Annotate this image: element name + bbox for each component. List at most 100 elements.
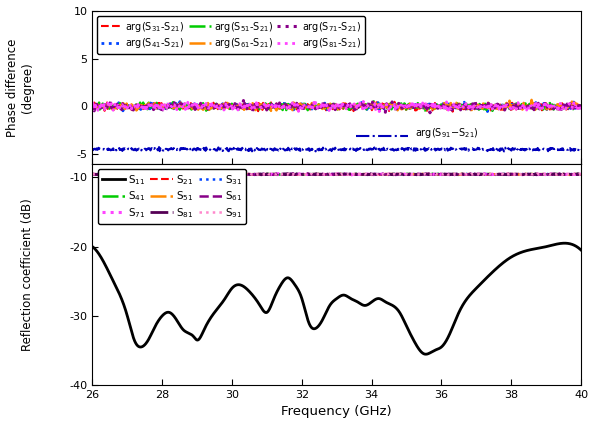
S$_{41}$ [139, 171, 146, 176]
arg(S$_{91}$-S$_{21}$) [511, 147, 518, 152]
S$_{61}$ [511, 172, 518, 177]
arg(S$_{71}$-S$_{21}$) [89, 106, 96, 111]
arg(S$_{51}$-S$_{21}$) [344, 109, 352, 114]
S$_{51}$ [373, 172, 380, 177]
arg(S$_{81}$-S$_{21}$) [119, 102, 126, 107]
Line: S$_{71}$: S$_{71}$ [92, 174, 581, 175]
S$_{21}$ [373, 172, 380, 177]
arg(S$_{61}$-S$_{21}$) [468, 109, 475, 114]
S$_{51}$ [401, 172, 408, 177]
S$_{31}$ [461, 172, 468, 177]
S$_{91}$ [138, 172, 145, 178]
arg(S$_{61}$-S$_{21}$) [460, 104, 467, 109]
Line: S$_{81}$: S$_{81}$ [92, 174, 581, 175]
S$_{11}$ [474, 284, 481, 290]
S$_{21}$ [522, 172, 529, 178]
Line: arg(S$_{81}$-S$_{21}$): arg(S$_{81}$-S$_{21}$) [92, 101, 581, 112]
arg(S$_{31}$-S$_{21}$) [578, 105, 585, 110]
arg(S$_{61}$-S$_{21}$) [119, 102, 126, 107]
S$_{81}$ [89, 172, 96, 177]
arg(S$_{91}$-S$_{21}$) [386, 148, 393, 153]
S$_{61}$ [119, 172, 126, 177]
arg(S$_{41}$-S$_{21}$) [373, 103, 380, 108]
arg(S$_{71}$-S$_{21}$) [427, 110, 434, 115]
S$_{51}$ [119, 172, 126, 177]
S$_{61}$ [461, 172, 468, 177]
arg(S$_{81}$-S$_{21}$) [578, 104, 585, 110]
S$_{11}$ [327, 302, 334, 308]
arg(S$_{41}$-S$_{21}$) [386, 103, 393, 108]
S$_{11}$ [114, 287, 121, 292]
arg(S$_{91}$-S$_{21}$) [401, 148, 408, 153]
arg(S$_{61}$-S$_{21}$) [400, 105, 407, 110]
S$_{81}$ [401, 172, 408, 177]
Line: S$_{61}$: S$_{61}$ [92, 174, 581, 175]
S$_{91}$ [374, 172, 381, 177]
S$_{51}$ [460, 172, 467, 177]
arg(S$_{91}$-S$_{21}$) [578, 147, 585, 152]
arg(S$_{51}$-S$_{21}$) [374, 106, 381, 111]
S$_{81}$ [485, 172, 492, 177]
S$_{91}$ [461, 172, 468, 177]
arg(S$_{31}$-S$_{21}$) [511, 103, 518, 109]
S$_{21}$ [578, 172, 585, 177]
arg(S$_{61}$-S$_{21}$) [386, 104, 393, 110]
arg(S$_{31}$-S$_{21}$) [461, 103, 468, 109]
arg(S$_{41}$-S$_{21}$) [484, 109, 491, 114]
S$_{51}$ [510, 172, 517, 177]
arg(S$_{81}$-S$_{21}$) [360, 99, 367, 104]
arg(S$_{51}$-S$_{21}$) [461, 104, 468, 110]
S$_{81}$ [373, 172, 380, 177]
arg(S$_{31}$-S$_{21}$) [401, 102, 408, 107]
S$_{31}$ [511, 172, 518, 177]
Y-axis label: Phase difference
(degree): Phase difference (degree) [6, 38, 34, 136]
S$_{81}$ [119, 172, 126, 177]
arg(S$_{71}$-S$_{21}$) [240, 98, 247, 103]
Line: arg(S$_{61}$-S$_{21}$): arg(S$_{61}$-S$_{21}$) [92, 100, 581, 111]
arg(S$_{61}$-S$_{21}$) [578, 105, 585, 110]
S$_{31}$ [119, 172, 126, 177]
S$_{31}$ [289, 172, 296, 178]
Line: S$_{51}$: S$_{51}$ [92, 174, 581, 175]
S$_{91}$ [511, 172, 518, 177]
arg(S$_{41}$-S$_{21}$) [244, 98, 252, 103]
S$_{41}$ [374, 172, 381, 177]
S$_{31}$ [374, 172, 381, 177]
S$_{11}$ [578, 247, 585, 253]
S$_{71}$ [578, 172, 585, 177]
S$_{61}$ [386, 172, 393, 177]
arg(S$_{41}$-S$_{21}$) [460, 103, 467, 108]
S$_{91}$ [401, 171, 408, 176]
S$_{71}$ [119, 172, 126, 177]
arg(S$_{41}$-S$_{21}$) [89, 101, 96, 106]
S$_{21}$ [386, 172, 393, 177]
S$_{11}$ [89, 244, 96, 249]
arg(S$_{31}$-S$_{21}$) [89, 101, 96, 106]
arg(S$_{41}$-S$_{21}$) [578, 105, 585, 110]
S$_{51}$ [163, 171, 170, 176]
S$_{61}$ [89, 172, 96, 177]
S$_{71}$ [373, 172, 380, 177]
Line: S$_{31}$: S$_{31}$ [92, 174, 581, 175]
S$_{21}$ [123, 171, 130, 176]
arg(S$_{71}$-S$_{21}$) [461, 102, 468, 107]
Line: S$_{11}$: S$_{11}$ [92, 243, 581, 354]
arg(S$_{81}$-S$_{21}$) [401, 103, 408, 109]
S$_{31}$ [401, 172, 408, 177]
S$_{41}$ [231, 172, 238, 178]
Legend: arg(S$_{31}$-S$_{21}$), arg(S$_{41}$-S$_{21}$), arg(S$_{51}$-S$_{21}$), arg(S$_{: arg(S$_{31}$-S$_{21}$), arg(S$_{41}$-S$_… [97, 16, 365, 54]
arg(S$_{91}$-S$_{21}$) [501, 149, 508, 154]
S$_{71}$ [460, 172, 467, 177]
S$_{61}$ [373, 172, 380, 177]
S$_{21}$ [89, 172, 96, 177]
S$_{11}$ [313, 325, 321, 330]
Legend: S$_{11}$, S$_{41}$, S$_{71}$, S$_{21}$, S$_{51}$, S$_{81}$, S$_{31}$, S$_{61}$, : S$_{11}$, S$_{41}$, S$_{71}$, S$_{21}$, … [98, 169, 246, 224]
arg(S$_{71}$-S$_{21}$) [119, 101, 126, 106]
arg(S$_{71}$-S$_{21}$) [578, 105, 585, 110]
arg(S$_{41}$-S$_{21}$) [119, 104, 126, 109]
S$_{21}$ [460, 172, 467, 177]
Line: arg(S$_{51}$-S$_{21}$): arg(S$_{51}$-S$_{21}$) [92, 101, 581, 112]
S$_{41}$ [401, 172, 408, 177]
arg(S$_{31}$-S$_{21}$) [372, 105, 380, 110]
Line: S$_{91}$: S$_{91}$ [92, 174, 581, 175]
